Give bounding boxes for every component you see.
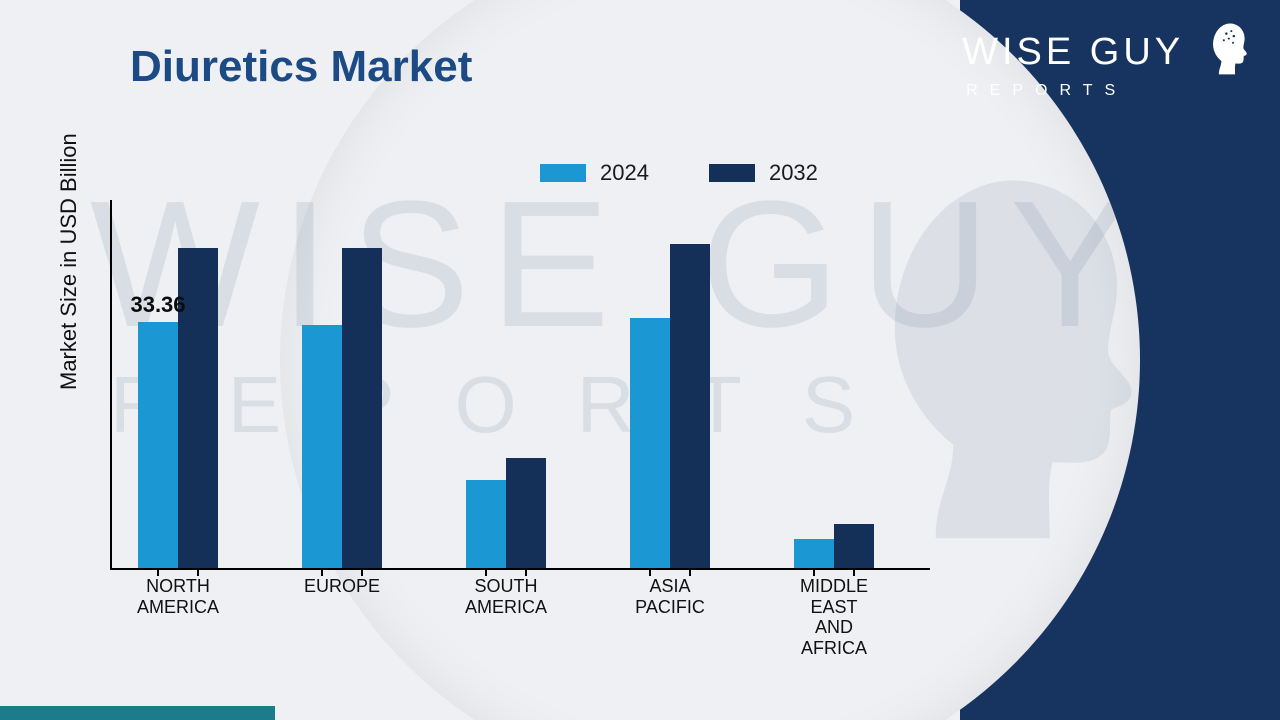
bars-container: 33.36 — [110, 200, 930, 568]
legend-swatch-2024 — [540, 164, 586, 182]
chart-plot: 33.36 — [110, 200, 930, 570]
chart-title: Diuretics Market — [130, 42, 472, 92]
x-tick — [361, 568, 363, 576]
legend: 2024 2032 — [540, 160, 818, 186]
x-axis-line — [110, 568, 930, 570]
bar-2024 — [630, 318, 670, 568]
x-tick — [321, 568, 323, 576]
brand-logo: WISE GUY REPORTS — [962, 22, 1252, 100]
legend-label-2024: 2024 — [600, 160, 649, 186]
brand-line1: WISE GUY — [962, 31, 1183, 73]
x-tick — [649, 568, 651, 576]
bar-value-label: 33.36 — [130, 292, 185, 318]
bar-2024 — [794, 539, 834, 568]
legend-item-2032: 2032 — [709, 160, 818, 186]
bar-2024 — [138, 322, 178, 568]
y-axis-label: Market Size in USD Billion — [56, 133, 82, 390]
x-tick — [525, 568, 527, 576]
x-tick — [157, 568, 159, 576]
bar-2024 — [302, 325, 342, 568]
legend-item-2024: 2024 — [540, 160, 649, 186]
bar-2032 — [670, 244, 710, 568]
category-label: NORTHAMERICA — [103, 576, 253, 617]
category-label: EUROPE — [267, 576, 417, 597]
x-tick — [485, 568, 487, 576]
x-tick — [689, 568, 691, 576]
category-label: MIDDLEEASTANDAFRICA — [759, 576, 909, 659]
bar-2032 — [834, 524, 874, 568]
brand-head-icon — [1204, 22, 1252, 86]
x-tick — [813, 568, 815, 576]
legend-swatch-2032 — [709, 164, 755, 182]
bar-2032 — [342, 248, 382, 568]
bar-2024 — [466, 480, 506, 568]
category-label: ASIAPACIFIC — [595, 576, 745, 617]
legend-label-2032: 2032 — [769, 160, 818, 186]
bar-2032 — [506, 458, 546, 568]
category-label: SOUTHAMERICA — [431, 576, 581, 617]
x-tick — [853, 568, 855, 576]
footer-strip — [0, 706, 275, 720]
x-tick — [197, 568, 199, 576]
